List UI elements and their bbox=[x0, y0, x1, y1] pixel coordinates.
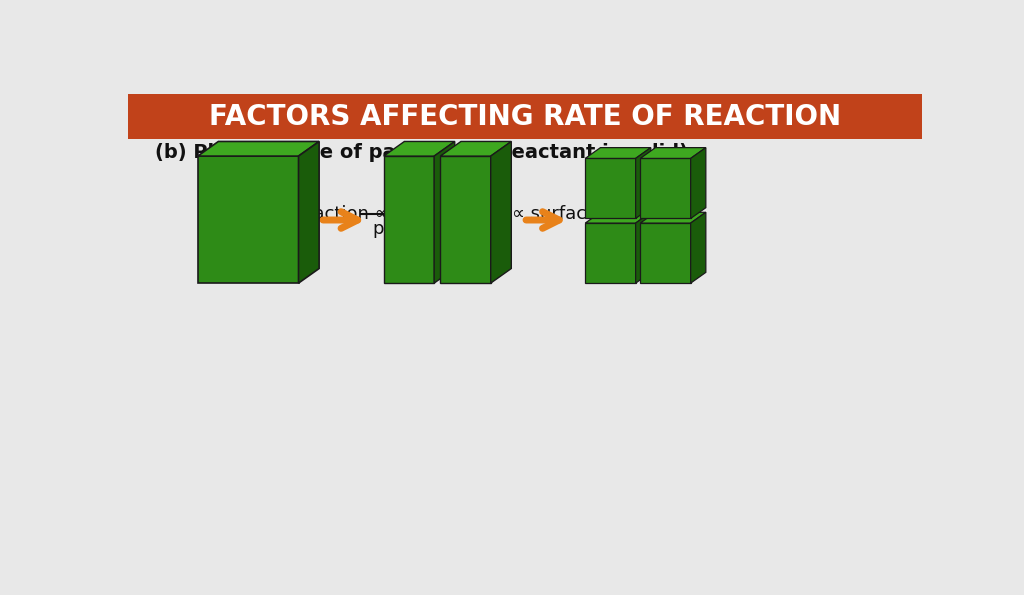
Polygon shape bbox=[640, 212, 706, 223]
Polygon shape bbox=[586, 158, 636, 218]
Polygon shape bbox=[384, 142, 455, 156]
Polygon shape bbox=[640, 223, 690, 283]
Text: FACTORS AFFECTING RATE OF REACTION: FACTORS AFFECTING RATE OF REACTION bbox=[209, 103, 841, 131]
Polygon shape bbox=[440, 142, 511, 156]
Polygon shape bbox=[690, 148, 706, 218]
Polygon shape bbox=[586, 223, 636, 283]
Polygon shape bbox=[198, 156, 299, 283]
Text: 1: 1 bbox=[425, 189, 436, 208]
Polygon shape bbox=[640, 158, 690, 218]
Polygon shape bbox=[586, 212, 651, 223]
Polygon shape bbox=[434, 142, 455, 283]
Polygon shape bbox=[490, 142, 511, 283]
Text: physical size: physical size bbox=[373, 220, 487, 238]
Polygon shape bbox=[636, 212, 651, 283]
Text: Rate of reaction ∝: Rate of reaction ∝ bbox=[225, 205, 387, 223]
Text: ∝ surface area: ∝ surface area bbox=[512, 205, 643, 223]
Polygon shape bbox=[198, 142, 319, 156]
Polygon shape bbox=[640, 148, 706, 158]
Polygon shape bbox=[440, 156, 490, 283]
Text: (b) Physical size of particles (if reactant is solid) :: (b) Physical size of particles (if react… bbox=[155, 143, 702, 162]
Polygon shape bbox=[586, 148, 651, 158]
Polygon shape bbox=[690, 212, 706, 283]
Polygon shape bbox=[636, 148, 651, 218]
Polygon shape bbox=[384, 156, 434, 283]
Polygon shape bbox=[299, 142, 319, 283]
FancyBboxPatch shape bbox=[128, 95, 922, 139]
